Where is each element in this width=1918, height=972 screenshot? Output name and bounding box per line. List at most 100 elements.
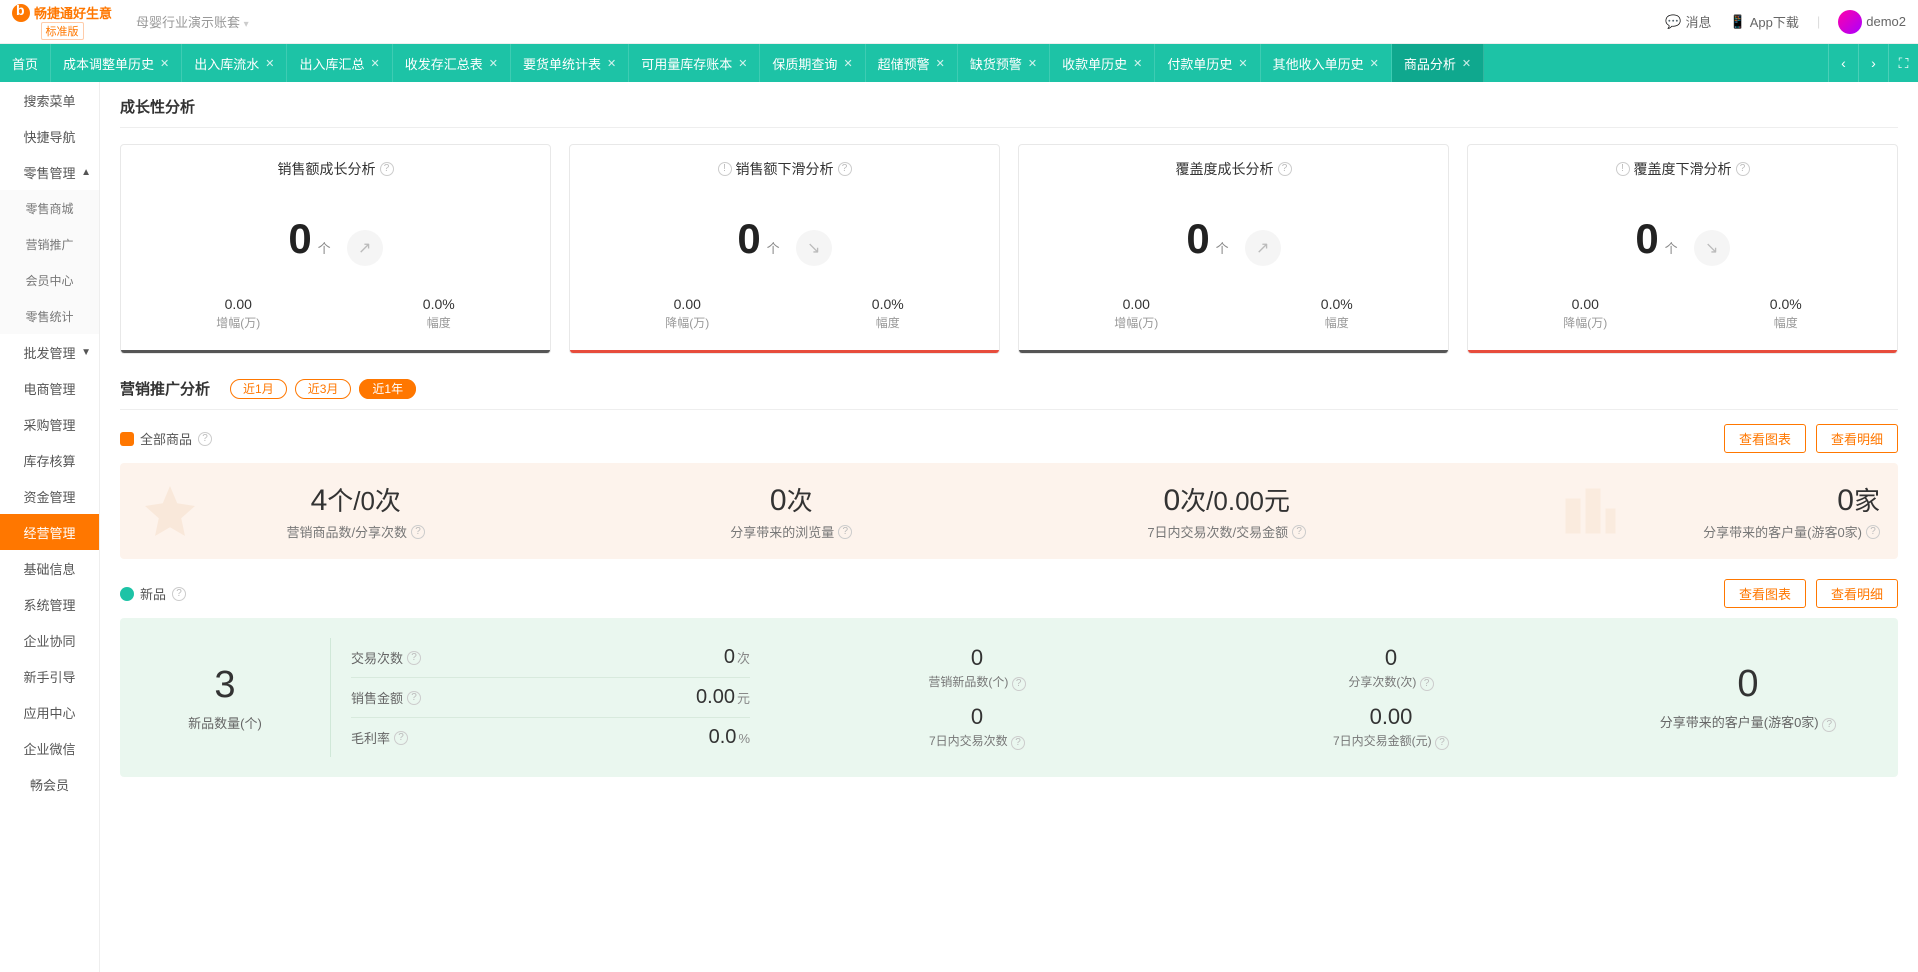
info-icon[interactable]: ?: [394, 731, 408, 745]
info-icon[interactable]: ?: [838, 162, 852, 176]
close-icon[interactable]: ✕: [489, 57, 498, 70]
metric-label: 分享带来的客户量(游客0家) ?: [1703, 522, 1880, 541]
period-pill[interactable]: 近3月: [295, 379, 352, 399]
close-icon[interactable]: ✕: [936, 57, 945, 70]
sidebar-item[interactable]: 基础信息: [0, 550, 99, 586]
tab[interactable]: 出入库流水✕: [182, 44, 287, 82]
info-icon[interactable]: ?: [407, 691, 421, 705]
sidebar-item[interactable]: 系统管理: [0, 586, 99, 622]
growth-card-value: 0个 ↗: [288, 215, 382, 266]
tab[interactable]: 收发存汇总表 ✕: [393, 44, 511, 82]
logo-icon: [12, 4, 30, 22]
warning-icon: !: [1616, 162, 1630, 176]
sidebar-item[interactable]: 企业微信: [0, 730, 99, 766]
close-icon[interactable]: ✕: [1462, 57, 1471, 70]
account-selector[interactable]: 母婴行业演示账套 ▾: [136, 12, 249, 31]
sidebar: 搜索菜单快捷导航零售管理▲零售商城营销推广会员中心零售统计批发管理▼电商管理采购…: [0, 82, 100, 972]
metric-row-value: 0.0%: [709, 726, 750, 749]
period-pill[interactable]: 近1月: [230, 379, 287, 399]
tab[interactable]: 成本调整单历史✕: [51, 44, 182, 82]
view-detail-button[interactable]: 查看明细: [1816, 424, 1898, 453]
tab[interactable]: 超储预警✕: [866, 44, 958, 82]
sidebar-subitem[interactable]: 会员中心: [0, 262, 99, 298]
sidebar-item[interactable]: 经营管理: [0, 514, 99, 550]
tab-label: 收发存汇总表: [405, 54, 483, 73]
info-icon[interactable]: ?: [411, 525, 425, 539]
sidebar-subitem[interactable]: 营销推广: [0, 226, 99, 262]
sidebar-item[interactable]: 零售管理▲: [0, 154, 99, 190]
close-icon[interactable]: ✕: [1133, 57, 1142, 70]
metric-label: 7日内交易次数/交易金额 ?: [1147, 522, 1306, 541]
info-icon[interactable]: ?: [1435, 736, 1449, 750]
sidebar-item[interactable]: 资金管理: [0, 478, 99, 514]
tab[interactable]: 出入库汇总✕: [287, 44, 392, 82]
tab-scroll-button[interactable]: ‹: [1828, 44, 1858, 82]
info-icon[interactable]: ?: [1011, 736, 1025, 750]
close-icon[interactable]: ✕: [1370, 57, 1379, 70]
close-icon[interactable]: ✕: [1238, 57, 1247, 70]
close-icon[interactable]: ✕: [160, 57, 169, 70]
brand-name: 畅捷通好生意: [34, 3, 112, 22]
tab[interactable]: 商品分析✕: [1392, 44, 1484, 82]
growth-card[interactable]: ! 覆盖度下滑分析 ? 0个 ↘ 0.00降幅(万) 0.0%幅度: [1467, 144, 1898, 354]
sidebar-subitem[interactable]: 零售商城: [0, 190, 99, 226]
info-icon[interactable]: ?: [1736, 162, 1750, 176]
close-icon[interactable]: ✕: [1028, 57, 1037, 70]
info-icon[interactable]: ?: [838, 525, 852, 539]
info-icon[interactable]: ?: [1012, 677, 1026, 691]
sidebar-item[interactable]: 采购管理: [0, 406, 99, 442]
sidebar-subitem[interactable]: 零售统计: [0, 298, 99, 334]
tab[interactable]: 保质期查询 ✕: [760, 44, 865, 82]
tab[interactable]: 收款单历史✕: [1050, 44, 1155, 82]
sidebar-item[interactable]: 电商管理: [0, 370, 99, 406]
info-icon[interactable]: ?: [1420, 677, 1434, 691]
tab[interactable]: 可用量库存账本✕: [629, 44, 760, 82]
sidebar-item[interactable]: 库存核算: [0, 442, 99, 478]
tab[interactable]: 首页: [0, 44, 51, 82]
tab[interactable]: 缺货预警✕: [958, 44, 1050, 82]
info-icon[interactable]: ?: [1292, 525, 1306, 539]
messages-button[interactable]: 💬 消息: [1665, 12, 1711, 31]
close-icon[interactable]: ✕: [843, 57, 852, 70]
close-icon[interactable]: ✕: [607, 57, 616, 70]
app-download-button[interactable]: 📱 App下载: [1730, 12, 1799, 31]
growth-card[interactable]: 销售额成长分析 ? 0个 ↗ 0.00增幅(万) 0.0%幅度: [120, 144, 551, 354]
user-menu[interactable]: demo2: [1838, 10, 1906, 34]
close-icon[interactable]: ✕: [738, 57, 747, 70]
logo[interactable]: 畅捷通好生意 标准版: [12, 3, 112, 40]
messages-label: 消息: [1686, 12, 1712, 31]
info-icon[interactable]: ?: [407, 651, 421, 665]
tab[interactable]: 付款单历史✕: [1155, 44, 1260, 82]
info-icon[interactable]: ?: [1822, 718, 1836, 732]
sidebar-item[interactable]: 新手引导: [0, 658, 99, 694]
info-icon[interactable]: ?: [172, 587, 186, 601]
tab[interactable]: 其他收入单历史✕: [1261, 44, 1392, 82]
view-chart-button[interactable]: 查看图表: [1724, 579, 1806, 608]
sidebar-item[interactable]: 应用中心: [0, 694, 99, 730]
caret-up-icon: ▲: [81, 167, 91, 178]
view-chart-button[interactable]: 查看图表: [1724, 424, 1806, 453]
new-products-cols: 0 营销新品数(个) ?0 7日内交易次数 ?0 分享次数(次) ?0.00 7…: [770, 638, 1598, 757]
metric-value: 0次: [770, 481, 813, 518]
tab-label: 保质期查询: [772, 54, 837, 73]
info-icon[interactable]: ?: [380, 162, 394, 176]
sidebar-item[interactable]: 企业协同: [0, 622, 99, 658]
info-icon[interactable]: ?: [1866, 525, 1880, 539]
info-icon[interactable]: ?: [1278, 162, 1292, 176]
fullscreen-button[interactable]: ⛶: [1888, 44, 1918, 82]
growth-card[interactable]: 覆盖度成长分析 ? 0个 ↗ 0.00增幅(万) 0.0%幅度: [1018, 144, 1449, 354]
customers-label: 分享带来的客户量(游客0家) ?: [1660, 712, 1837, 732]
tab[interactable]: 要货单统计表✕: [511, 44, 629, 82]
growth-card[interactable]: ! 销售额下滑分析 ? 0个 ↘ 0.00降幅(万) 0.0%幅度: [569, 144, 1000, 354]
view-detail-button[interactable]: 查看明细: [1816, 579, 1898, 608]
close-icon[interactable]: ✕: [371, 57, 380, 70]
trend-down-icon: ↘: [1694, 230, 1730, 266]
sidebar-item[interactable]: 搜索菜单: [0, 82, 99, 118]
info-icon[interactable]: ?: [198, 432, 212, 446]
sidebar-item[interactable]: 畅会员: [0, 766, 99, 802]
period-pill[interactable]: 近1年: [359, 379, 416, 399]
close-icon[interactable]: ✕: [265, 57, 274, 70]
tab-scroll-button[interactable]: ›: [1858, 44, 1888, 82]
sidebar-item[interactable]: 批发管理▼: [0, 334, 99, 370]
sidebar-item[interactable]: 快捷导航: [0, 118, 99, 154]
